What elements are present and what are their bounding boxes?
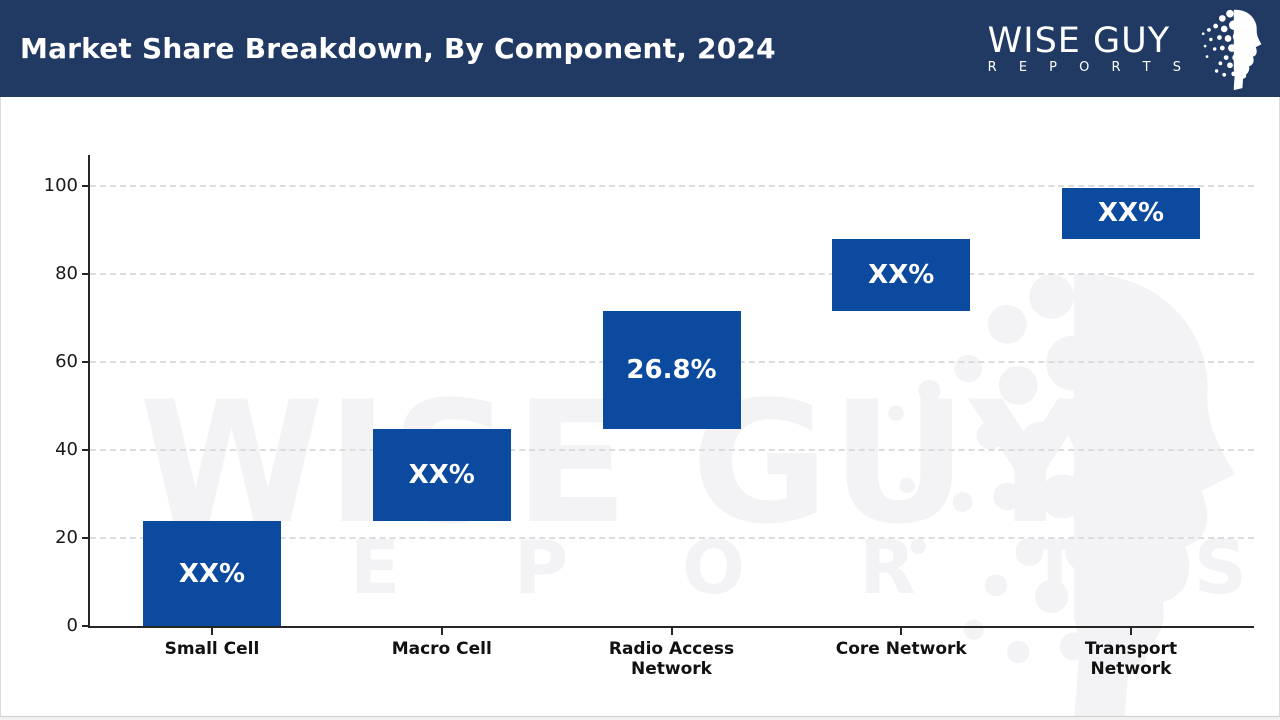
x-tick-4	[900, 627, 903, 635]
x-tick-3	[670, 627, 673, 635]
bar-radio-access-network: 26.8%	[602, 310, 741, 429]
dotted-head-profile-icon	[1201, 9, 1262, 90]
gridline-80	[90, 273, 1254, 275]
y-tick-label-40: 40	[55, 439, 78, 460]
y-tick-100	[82, 185, 90, 187]
y-tick-label-60: 60	[55, 351, 78, 372]
x-axis-line	[88, 626, 1254, 628]
bar-macro-cell: XX%	[372, 428, 511, 522]
y-tick-60	[82, 361, 90, 363]
page-title: Market Share Breakdown, By Component, 20…	[20, 32, 776, 65]
bar-value-label: XX%	[408, 460, 475, 491]
y-tick-label-20: 20	[55, 527, 78, 548]
bar-value-label: 26.8%	[626, 354, 717, 385]
y-axis-line	[88, 155, 90, 628]
bar-value-label: XX%	[178, 558, 246, 589]
gridline-100	[90, 185, 1254, 187]
chart-canvas: WISE GUY R E P O R T S 0 20 40 60 80 100 XX% XX…	[0, 97, 1280, 720]
brand-subtitle: R E P O R T S	[987, 59, 1190, 75]
bar-value-label: XX%	[1097, 198, 1165, 229]
x-tick-label-4: Core Network	[835, 639, 967, 659]
x-tick-label-5: Transport Network	[1084, 639, 1178, 679]
bar-core-network: XX%	[832, 239, 971, 311]
x-tick-label-1: Small Cell	[164, 639, 260, 659]
y-tick-label-100: 100	[43, 175, 78, 196]
bottom-border	[0, 716, 1280, 720]
bar-transport-network: XX%	[1062, 187, 1200, 240]
watermark-brand-subtitle: R E P O R T S	[179, 525, 1280, 611]
y-tick-0	[82, 625, 90, 627]
y-tick-40	[82, 449, 90, 451]
brand-name: WISE GUY	[987, 20, 1171, 61]
x-tick-5	[1130, 627, 1132, 635]
watermark-dotted-head-profile-icon	[888, 273, 1235, 720]
x-tick-label-3: Radio Access Network	[608, 639, 735, 679]
y-tick-label-0: 0	[66, 615, 78, 636]
bar-small-cell: XX%	[143, 521, 281, 626]
y-tick-label-80: 80	[55, 263, 78, 284]
gridline-40	[90, 449, 1254, 451]
x-tick-1	[211, 627, 213, 635]
x-tick-label-2: Macro Cell	[391, 639, 492, 659]
brand-logo: WISE GUY R E P O R T S	[988, 6, 1280, 92]
bar-value-label: XX%	[868, 260, 935, 291]
x-tick-2	[440, 627, 443, 635]
brand-wordmark: WISE GUY R E P O R T S	[988, 23, 1190, 75]
gridline-20	[90, 537, 1254, 539]
y-tick-20	[82, 537, 90, 539]
header-band: Market Share Breakdown, By Component, 20…	[0, 0, 1280, 97]
y-tick-80	[82, 273, 90, 275]
